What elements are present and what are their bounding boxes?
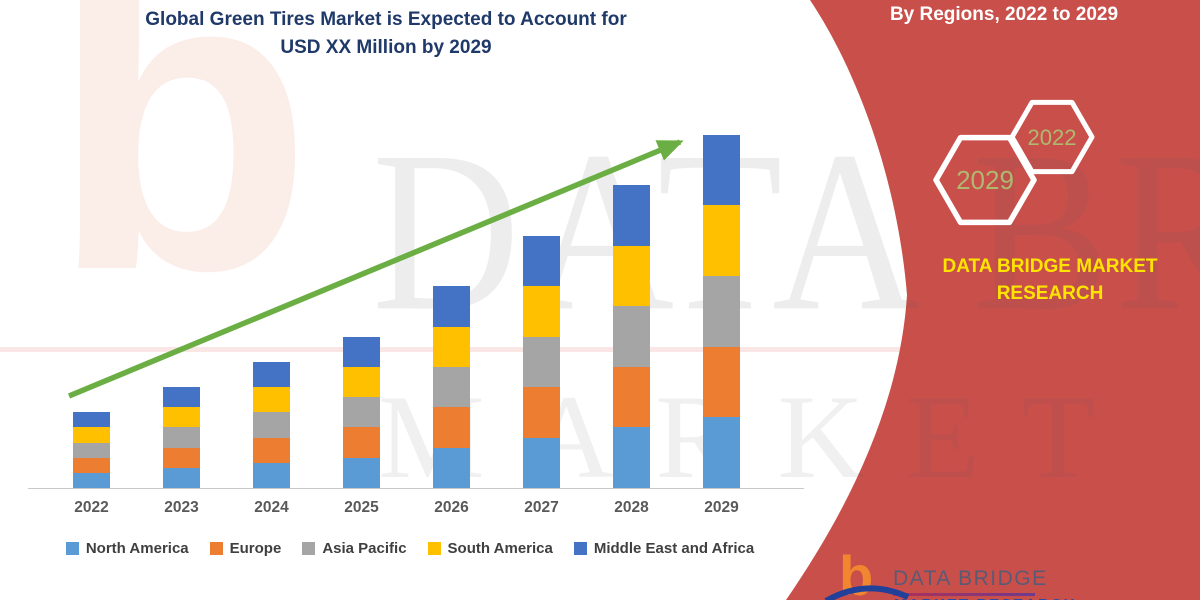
x-axis-label-2026: 2026 — [434, 499, 469, 516]
brand-text-line1: DATA BRIDGE MARKET — [942, 256, 1158, 277]
bar-segment-2026-north-america — [433, 447, 470, 488]
bar-segment-2028-middle-east-and-africa — [613, 185, 650, 246]
hexagon-2022-label: 2022 — [1028, 125, 1077, 150]
bar-segment-2025-north-america — [343, 457, 380, 488]
brand-text-line2: RESEARCH — [996, 283, 1104, 304]
bar-segment-2025-south-america — [343, 366, 380, 398]
bar-segment-2023-europe — [163, 447, 200, 468]
bar-segment-2026-south-america — [433, 326, 470, 367]
legend-label: Asia Pacific — [322, 540, 407, 557]
bar-segment-2029-south-america — [703, 205, 740, 277]
chart-title: Global Green Tires Market is Expected to… — [40, 6, 732, 62]
legend-label: Middle East and Africa — [593, 540, 755, 557]
x-axis-label-2027: 2027 — [524, 499, 559, 516]
bar-segment-2023-south-america — [163, 407, 200, 428]
bar-segment-2024-asia-pacific — [253, 412, 290, 438]
bar-segment-2027-south-america — [523, 286, 560, 337]
bar-segment-2025-middle-east-and-africa — [343, 336, 380, 367]
brand-text: DATA BRIDGE MARKET RESEARCH — [928, 253, 1172, 307]
bar-segment-2027-europe — [523, 387, 560, 438]
bar-segment-2022-asia-pacific — [73, 442, 110, 458]
legend-item-europe: Europe — [209, 540, 282, 557]
x-axis-label-2029: 2029 — [704, 499, 739, 516]
bar-segment-2023-north-america — [163, 467, 200, 488]
legend-label: Europe — [229, 540, 282, 557]
legend-marker-icon — [209, 542, 223, 555]
background-accent-stripe — [0, 347, 1200, 352]
x-axis-label-2025: 2025 — [344, 499, 379, 516]
bar-segment-2022-north-america — [73, 472, 110, 488]
logo-underline — [893, 593, 1035, 596]
legend-marker-icon — [573, 542, 587, 555]
watermark-text-row2: MARKET RESEARCH — [378, 370, 1200, 503]
chart-title-line1: Global Green Tires Market is Expected to… — [145, 9, 627, 30]
x-axis-label-2023: 2023 — [164, 499, 199, 516]
chart-title-line2: USD XX Million by 2029 — [280, 37, 492, 58]
x-axis-label-2028: 2028 — [614, 499, 649, 516]
company-logo-name: DATA BRIDGE — [893, 567, 1048, 590]
watermark-b-logo: b — [50, 0, 313, 360]
bar-segment-2029-asia-pacific — [703, 276, 740, 347]
bar-segment-2026-asia-pacific — [433, 366, 470, 408]
legend-item-south-america: South America — [427, 540, 553, 557]
legend-marker-icon — [302, 542, 316, 555]
legend-item-middle-east-and-africa: Middle East and Africa — [573, 540, 755, 557]
bar-segment-2028-north-america — [613, 427, 650, 488]
x-axis-baseline — [28, 488, 804, 489]
panel-heading: By Regions, 2022 to 2029 — [889, 4, 1119, 25]
bar-segment-2024-europe — [253, 437, 290, 463]
bar-segment-2025-europe — [343, 427, 380, 458]
bar-segment-2023-middle-east-and-africa — [163, 387, 200, 408]
red-panel-shape — [786, 0, 1200, 600]
bar-segment-2029-north-america — [703, 417, 740, 488]
chart-legend: North America Europe Asia Pacific South Ame… — [30, 540, 790, 557]
legend-label: North America — [85, 540, 189, 557]
hexagon-2029 — [933, 134, 1037, 226]
bar-segment-2028-asia-pacific — [613, 306, 650, 367]
bar-segment-2022-middle-east-and-africa — [73, 412, 110, 428]
bar-segment-2027-middle-east-and-africa — [523, 235, 560, 287]
legend-item-asia-pacific: Asia Pacific — [302, 540, 407, 557]
company-logo-subname: MARKET RESEARCH — [894, 596, 1077, 600]
bar-segment-2027-north-america — [523, 437, 560, 488]
bar-segment-2022-europe — [73, 457, 110, 473]
bar-segment-2027-asia-pacific — [523, 336, 560, 388]
bar-segment-2025-asia-pacific — [343, 397, 380, 428]
legend-marker-icon — [65, 542, 79, 555]
bar-segment-2024-south-america — [253, 387, 290, 413]
hexagon-2029-label: 2029 — [956, 165, 1014, 195]
bar-segment-2028-south-america — [613, 245, 650, 307]
legend-item-north-america: North America — [65, 540, 189, 557]
bar-segment-2026-middle-east-and-africa — [433, 286, 470, 327]
bar-segment-2029-europe — [703, 346, 740, 418]
bar-segment-2024-middle-east-and-africa — [253, 361, 290, 388]
bar-segment-2026-europe — [433, 407, 470, 448]
legend-marker-icon — [427, 542, 441, 555]
bar-segment-2029-middle-east-and-africa — [703, 134, 740, 206]
bar-segment-2028-europe — [613, 366, 650, 428]
bar-segment-2023-asia-pacific — [163, 427, 200, 448]
bar-segment-2022-south-america — [73, 427, 110, 443]
watermark-text-row1: DATA BRIDGE — [372, 104, 1200, 359]
legend-label: South America — [447, 540, 553, 557]
x-axis-label-2024: 2024 — [254, 499, 289, 516]
bar-segment-2024-north-america — [253, 462, 290, 488]
x-axis-label-2022: 2022 — [74, 499, 109, 516]
